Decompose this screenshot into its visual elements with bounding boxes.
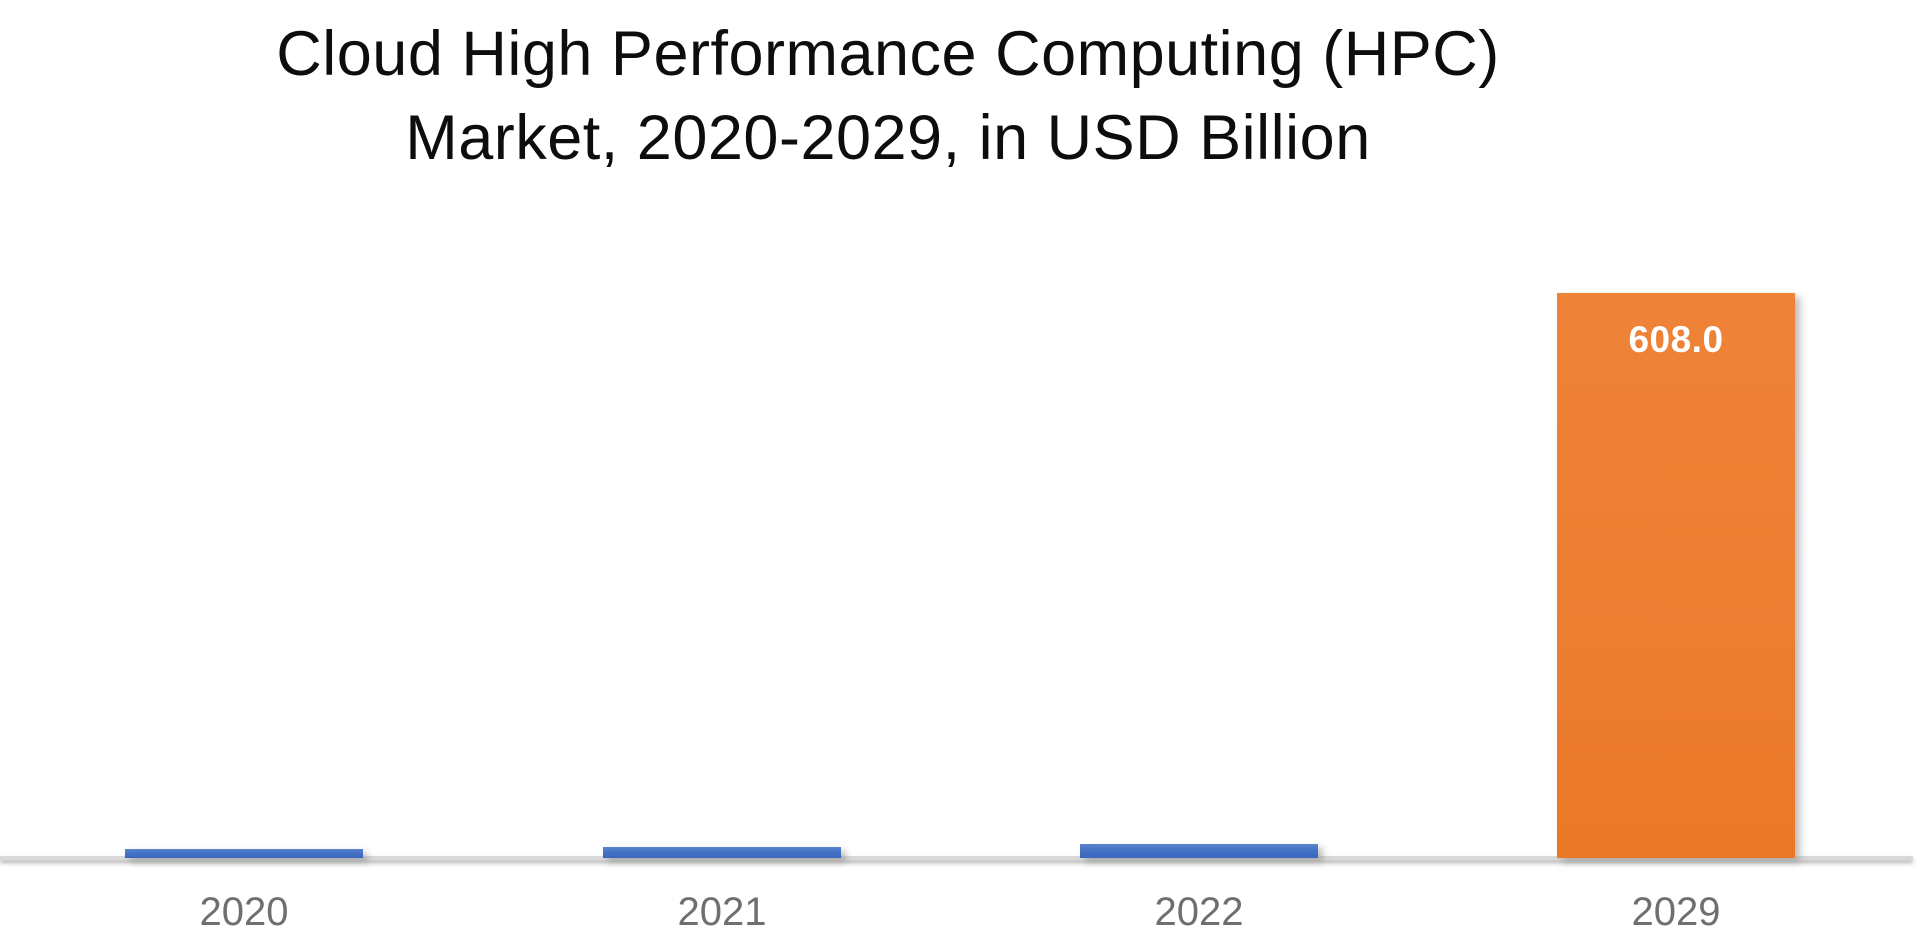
x-tick-2029: 2029	[1631, 890, 1721, 934]
bar-2029: 608.0	[1557, 293, 1795, 858]
x-axis-line	[0, 856, 1913, 860]
chart-title: Cloud High Performance Computing (HPC) M…	[0, 12, 1776, 180]
bar-2020	[125, 849, 363, 858]
x-tick-2020: 2020	[199, 890, 289, 934]
x-tick-2021: 2021	[677, 890, 767, 934]
bar-2022	[1080, 844, 1318, 858]
chart-title-line-2: Market, 2020-2029, in USD Billion	[405, 103, 1371, 173]
bar-value-label-2029: 608.0	[1628, 319, 1724, 360]
chart-title-line-1: Cloud High Performance Computing (HPC)	[276, 19, 1500, 89]
bar-2021	[603, 847, 841, 858]
x-tick-2022: 2022	[1154, 890, 1244, 934]
